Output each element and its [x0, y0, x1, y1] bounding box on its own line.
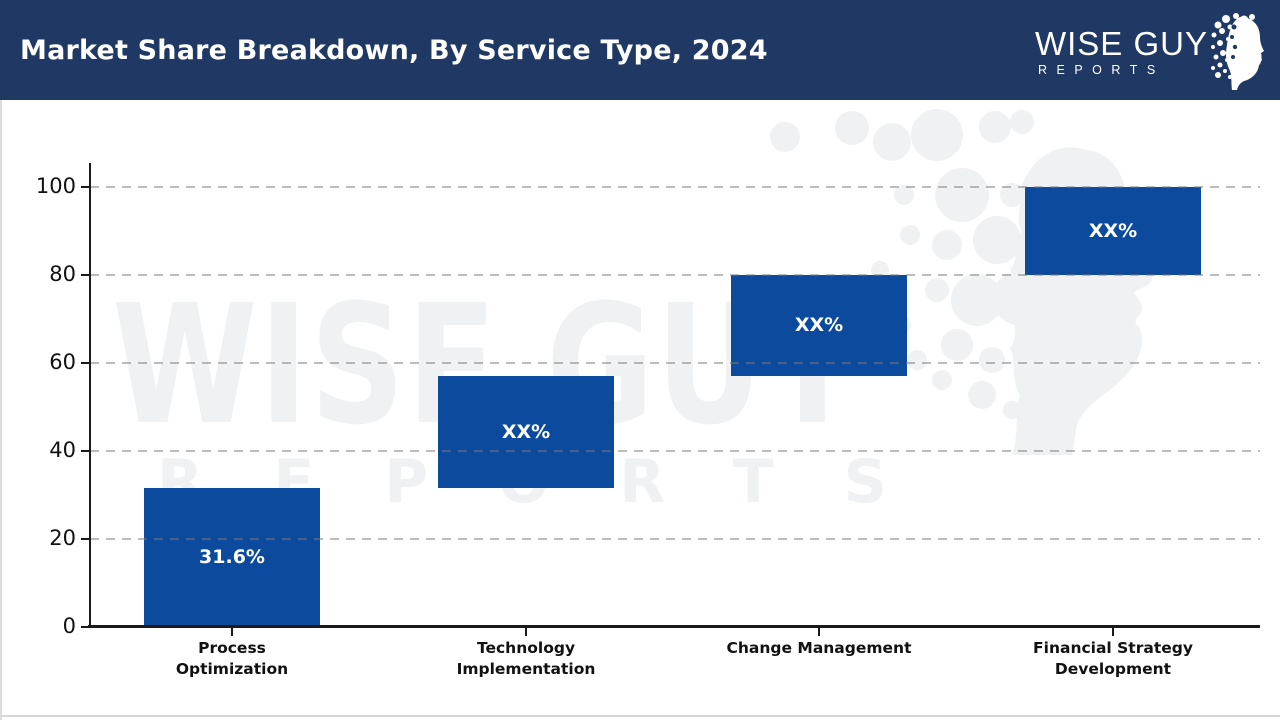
page-title: Market Share Breakdown, By Service Type,… — [20, 34, 768, 66]
gridline — [90, 362, 1260, 364]
y-axis-tick — [81, 626, 90, 628]
x-axis-tick — [1112, 628, 1114, 636]
gridline — [90, 186, 1260, 188]
bottom-divider — [2, 715, 1280, 717]
bar-segment: XX% — [438, 375, 614, 488]
x-axis-line — [88, 625, 1260, 628]
x-axis-tick — [231, 628, 233, 636]
y-axis-tick-label: 0 — [62, 614, 76, 638]
bar-segment: XX% — [1025, 187, 1201, 275]
gridline — [90, 538, 1260, 540]
bar-value-label: XX% — [501, 420, 551, 443]
y-axis-tick — [81, 450, 90, 452]
chart-canvas: WISE GUY REPORTS 02040608010031.6%XX%XX%… — [0, 100, 1280, 720]
x-axis-category-label: Technology Implementation — [456, 639, 596, 678]
x-axis-category-label: Change Management — [726, 639, 912, 657]
y-axis-tick-label: 40 — [49, 438, 76, 462]
y-axis-tick — [81, 362, 90, 364]
y-axis-tick-label: 20 — [49, 526, 76, 550]
logo-head-icon — [1211, 13, 1264, 90]
gridline — [90, 450, 1260, 452]
bar-value-label: 31.6% — [199, 546, 265, 569]
x-axis-category-label: Financial Strategy Development — [1033, 639, 1193, 678]
y-axis-tick-label: 80 — [49, 262, 76, 286]
x-axis-tick — [525, 628, 527, 636]
x-axis-category-label: Process Optimization — [175, 639, 289, 678]
x-axis-tick — [818, 628, 820, 636]
y-axis-tick — [81, 274, 90, 276]
y-axis-tick — [81, 186, 90, 188]
y-axis-line — [89, 163, 91, 628]
y-axis-tick — [81, 538, 90, 540]
bar-segment: XX% — [731, 275, 907, 376]
logo-wordmark: WISE GUY — [1034, 25, 1208, 63]
bar-segment: 31.6% — [144, 487, 320, 627]
logo-text: WISE GUY REPORTS — [1035, 27, 1208, 77]
y-axis-tick-label: 60 — [49, 350, 76, 374]
gridline — [90, 274, 1260, 276]
y-axis-tick-label: 100 — [35, 174, 76, 198]
wise-guy-reports-logo: WISE GUY REPORTS — [1035, 13, 1266, 91]
header-bar: Market Share Breakdown, By Service Type,… — [0, 0, 1280, 100]
bar-value-label: XX% — [1088, 220, 1138, 242]
bar-value-label: XX% — [794, 314, 844, 337]
logo-subtitle: REPORTS — [1037, 63, 1165, 78]
